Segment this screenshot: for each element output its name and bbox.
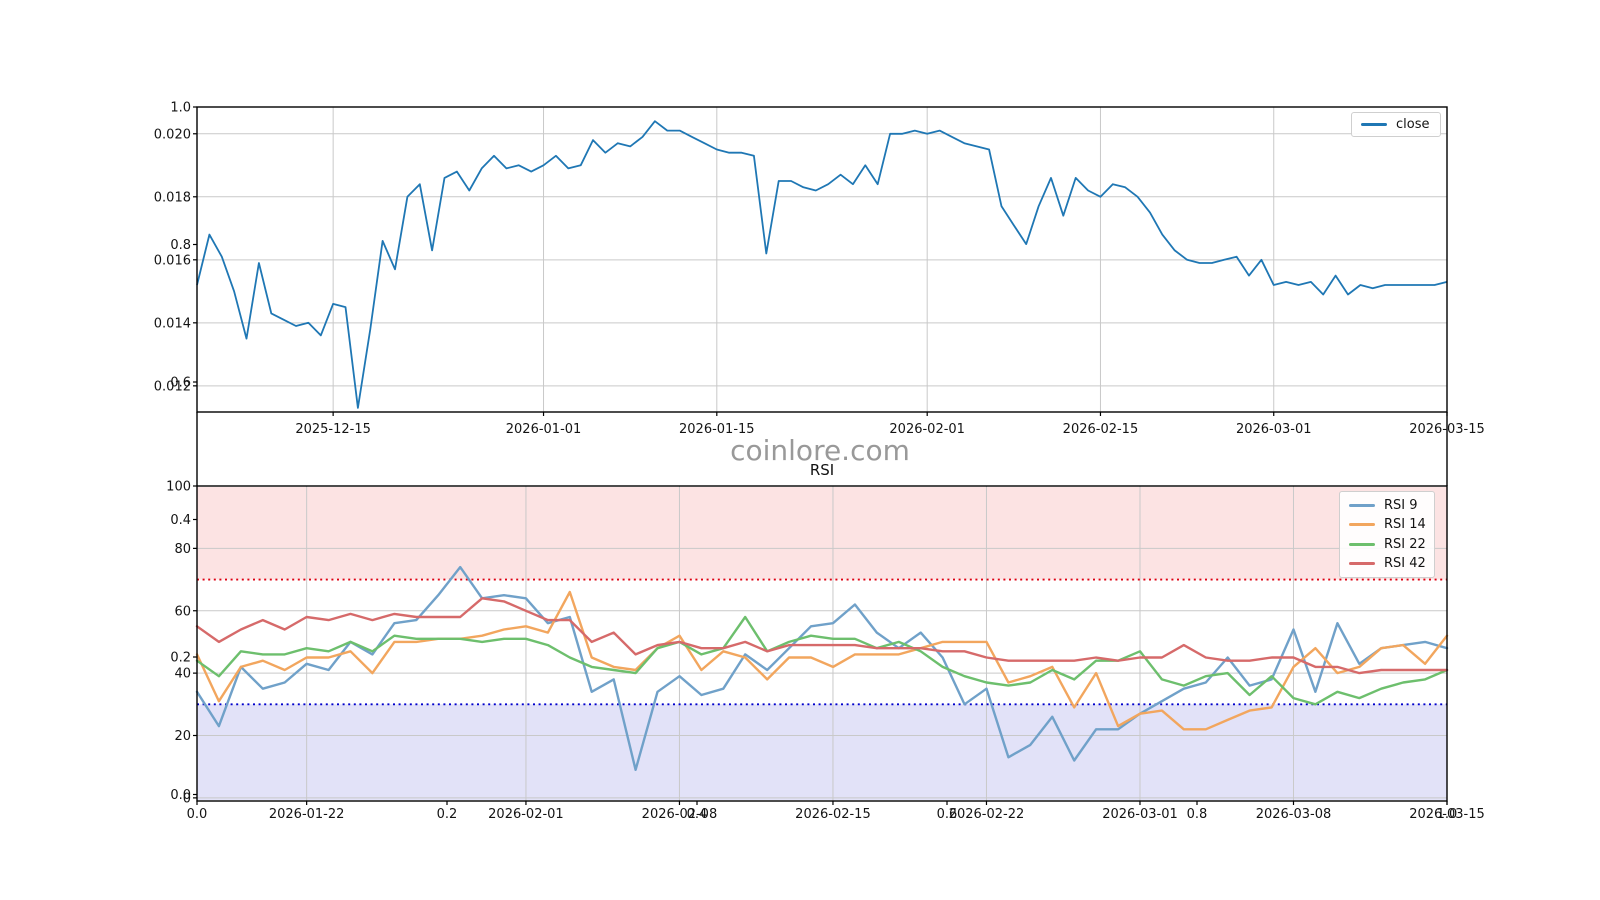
rsi-x-tick-label: 2026-03-08 <box>1256 807 1332 822</box>
rsi-y-tick-label: 20 <box>174 729 191 744</box>
price-y-tick-label: 0.020 <box>154 127 191 142</box>
rsi-y-tick-label: 80 <box>174 542 191 557</box>
price-legend: close <box>1351 112 1441 137</box>
rsi-x-tick-label: 2026-02-22 <box>949 807 1025 822</box>
price-x-tick-label: 2026-03-01 <box>1236 422 1312 437</box>
rsi-legend: RSI 9 RSI 14 RSI 22 RSI 42 <box>1339 491 1435 578</box>
twin-y-tick-label: 0.0 <box>170 788 191 803</box>
twin-x-tick-label: 0.0 <box>187 807 208 822</box>
rsi14-line-swatch <box>1349 523 1375 527</box>
legend-entry-rsi14: RSI 14 <box>1349 515 1426 534</box>
price-x-tick-label: 2026-01-01 <box>506 422 582 437</box>
oversold-band <box>197 704 1447 800</box>
rsi22-line-swatch <box>1349 542 1375 546</box>
rsi-y-tick-label: 100 <box>166 480 191 495</box>
price-y-tick-label: 0.012 <box>154 379 191 394</box>
rsi-x-tick-label: 2026-03-15 <box>1409 807 1485 822</box>
rsi-line-0 <box>195 565 1449 771</box>
rsi-y-tick-label: 40 <box>174 667 191 682</box>
rsi-chart: 2026-01-22 2026-02-01 2026-02-08 2026-02-15… <box>166 480 1485 823</box>
price-chart: 2025-12-15 2026-01-01 2026-01-15 2026-02-01… <box>154 106 1485 437</box>
legend-label-rsi42: RSI 42 <box>1384 555 1426 571</box>
legend-entry-rsi9: RSI 9 <box>1349 496 1425 515</box>
price-x-tick-label: 2026-02-15 <box>1063 422 1139 437</box>
rsi-x-tick-label: 2026-02-08 <box>642 807 718 822</box>
twin-x-tick-label: 0.2 <box>437 807 458 822</box>
legend-label-rsi14: RSI 14 <box>1384 517 1426 533</box>
price-y-tick-label: 0.018 <box>154 190 191 205</box>
close-line <box>196 120 1448 409</box>
twin-x-tick-label: 0.8 <box>1187 807 1208 822</box>
twin-y-tick-label: 1.0 <box>170 101 191 116</box>
twin-y-tick-label: 0.8 <box>170 238 191 253</box>
legend-label-rsi9: RSI 9 <box>1384 498 1418 514</box>
twin-y-tick-label: 0.6 <box>170 376 191 391</box>
watermark: coinlore.com <box>730 434 910 467</box>
rsi-y-tick-label: 0 <box>183 791 191 806</box>
overbought-band <box>197 487 1447 580</box>
rsi-line-3 <box>195 597 1449 675</box>
rsi-x-tick-label: 2026-01-22 <box>269 807 345 822</box>
legend-entry-rsi42: RSI 42 <box>1349 554 1426 573</box>
rsi-line-1 <box>195 590 1449 731</box>
twin-x-tick-label: 1.0 <box>1437 807 1458 822</box>
twin-y-tick-label: 0.2 <box>170 651 191 666</box>
price-x-tick-label: 2025-12-15 <box>295 422 371 437</box>
legend-entry-close: close <box>1361 117 1431 132</box>
twin-x-tick-label: 0.4 <box>687 807 708 822</box>
price-x-tick-label: 2026-02-01 <box>889 422 965 437</box>
twin-y-tick-label: 0.4 <box>170 513 191 528</box>
rsi-x-tick-label: 2026-02-01 <box>488 807 564 822</box>
rsi-chart-title: RSI <box>809 461 835 479</box>
rsi42-line-swatch <box>1349 561 1375 565</box>
legend-label-rsi22: RSI 22 <box>1384 536 1426 552</box>
twin-x-tick-label: 0.6 <box>937 807 958 822</box>
rsi-x-tick-label: 2026-02-15 <box>795 807 871 822</box>
twin-axis: 1.0 0.8 0.6 0.4 0.2 0.0 0.0 0.2 0.4 0.6 0.8 1.0 <box>170 101 1457 823</box>
legend-label-close: close <box>1396 117 1430 132</box>
rsi9-line-swatch <box>1349 504 1375 508</box>
rsi-x-tick-label: 2026-03-01 <box>1102 807 1178 822</box>
price-y-tick-label: 0.014 <box>154 316 191 331</box>
rsi-y-tick-label: 60 <box>174 604 191 619</box>
price-y-tick-label: 0.016 <box>154 253 191 268</box>
price-x-tick-label: 2026-01-15 <box>679 422 755 437</box>
close-line-swatch <box>1361 123 1387 126</box>
rsi-line-2 <box>195 615 1449 706</box>
legend-entry-rsi22: RSI 22 <box>1349 535 1426 554</box>
